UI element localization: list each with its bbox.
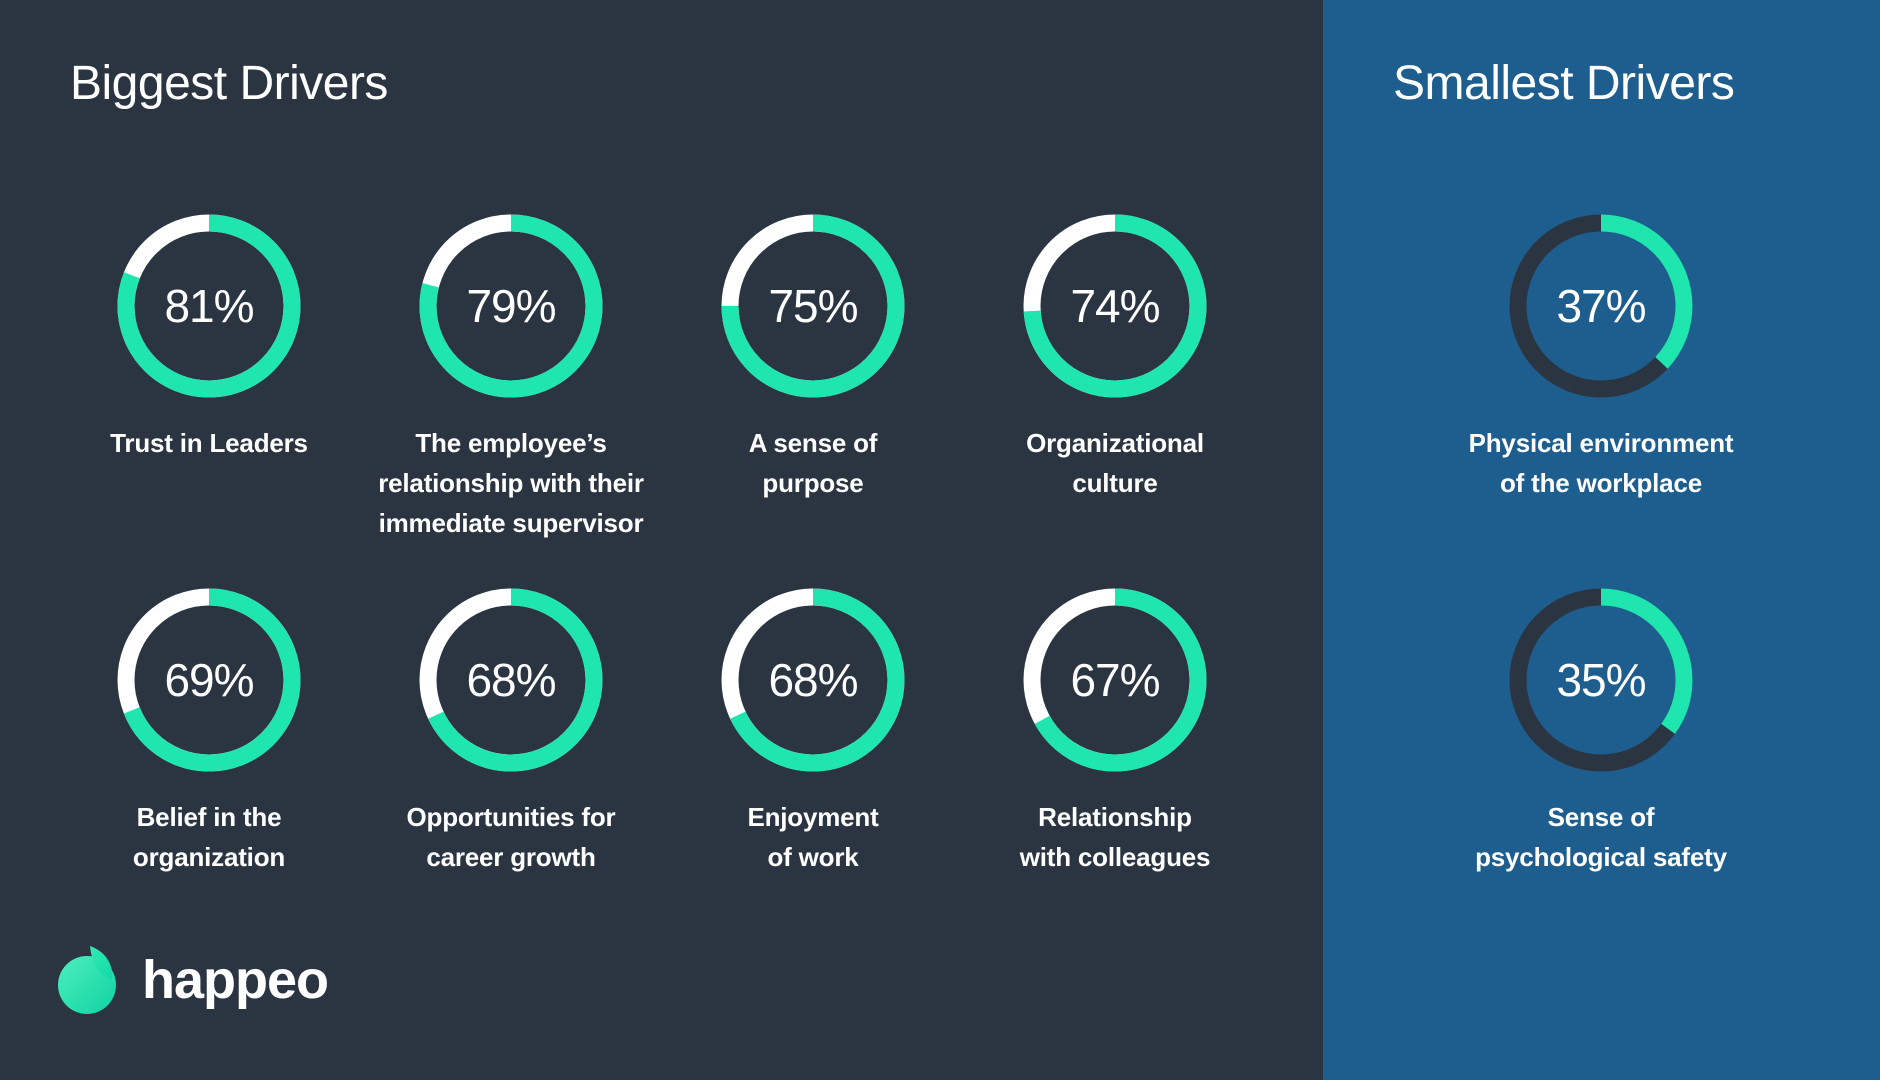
donut-meter	[419, 214, 603, 398]
driver-cell: 68% Opportunities for career growth	[407, 588, 616, 962]
donut-ring: 69%	[117, 588, 301, 772]
driver-label: Physical environment of the workplace	[1468, 428, 1734, 498]
smallest-drivers-title: Smallest Drivers	[1393, 57, 1735, 110]
driver-cell: 75% A sense of purpose	[721, 214, 905, 588]
donut-meter	[721, 588, 905, 772]
biggest-drivers-title: Biggest Drivers	[70, 57, 388, 110]
driver-cell: 68% Enjoyment of work	[721, 588, 905, 962]
driver-cell: 35% Sense of psychological safety	[1475, 588, 1727, 962]
driver-label: Trust in Leaders	[110, 428, 308, 458]
donut-meter	[419, 588, 603, 772]
percent-value: 37%	[1556, 280, 1646, 332]
driver-cell: 81% Trust in Leaders	[110, 214, 308, 588]
percent-value: 67%	[1070, 654, 1160, 706]
donut-ring: 35%	[1509, 588, 1693, 772]
driver-label: The employee’s relationship with their imm…	[378, 428, 644, 538]
donut-ring: 79%	[419, 214, 603, 398]
donut-meter	[1023, 214, 1207, 398]
donut-ring: 68%	[721, 588, 905, 772]
percent-value: 35%	[1556, 654, 1646, 706]
percent-value: 68%	[466, 654, 556, 706]
smallest-drivers-grid: 37% Physical environment of the workplace…	[1441, 214, 1761, 962]
driver-label: Opportunities for career growth	[406, 802, 616, 872]
percent-value: 79%	[466, 280, 556, 332]
percent-value: 75%	[768, 280, 858, 332]
driver-cell: 37% Physical environment of the workplace	[1469, 214, 1734, 588]
donut-meter	[117, 588, 301, 772]
percent-value: 81%	[164, 280, 254, 332]
driver-label: Belief in the organization	[132, 802, 286, 872]
smallest-drivers-panel: Smallest Drivers 37% Physical environmen…	[1323, 0, 1880, 1080]
biggest-drivers-panel: Biggest Drivers 81% Trust in Leaders 79%…	[58, 57, 1266, 962]
driver-cell: 67% Relationship with colleagues	[1019, 588, 1211, 962]
happeo-logo: happeo	[56, 944, 329, 1016]
percent-value: 68%	[768, 654, 858, 706]
driver-label: Enjoyment of work	[747, 802, 879, 872]
biggest-drivers-grid: 81% Trust in Leaders 79% The employee’s r…	[58, 214, 1266, 962]
donut-meter	[721, 214, 905, 398]
donut-meter	[117, 214, 301, 398]
percent-value: 74%	[1070, 280, 1160, 332]
donut-meter	[1509, 214, 1693, 398]
driver-label: Sense of psychological safety	[1475, 802, 1727, 872]
donut-meter	[1509, 588, 1693, 772]
donut-ring: 75%	[721, 214, 905, 398]
driver-label: A sense of purpose	[748, 428, 878, 498]
percent-value: 69%	[164, 654, 254, 706]
happeo-logo-icon	[58, 946, 116, 1014]
donut-ring: 68%	[419, 588, 603, 772]
donut-ring: 37%	[1509, 214, 1693, 398]
driver-cell: 79% The employee’s relationship with thei…	[378, 214, 644, 588]
driver-label: Organizational culture	[1026, 428, 1204, 498]
donut-ring: 81%	[117, 214, 301, 398]
driver-cell: 74% Organizational culture	[1023, 214, 1207, 588]
donut-meter	[1023, 588, 1207, 772]
donut-ring: 74%	[1023, 214, 1207, 398]
driver-label: Relationship with colleagues	[1019, 802, 1211, 872]
donut-ring: 67%	[1023, 588, 1207, 772]
driver-cell: 69% Belief in the organization	[117, 588, 301, 962]
happeo-wordmark: happeo	[142, 950, 329, 1010]
